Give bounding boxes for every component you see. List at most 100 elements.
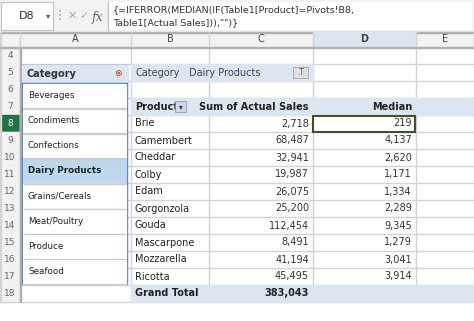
Text: Grand Total: Grand Total [135,289,199,299]
Bar [313,32,416,47]
Text: 12: 12 [4,187,16,196]
Bar [209,32,210,47]
Text: D8: D8 [19,11,35,21]
Bar [23,159,126,184]
Bar [22,83,127,84]
Text: Edam: Edam [135,187,163,196]
Bar [0,98,20,115]
Text: B: B [167,34,173,45]
Text: 18: 18 [4,289,16,298]
Bar [0,64,474,65]
Bar [416,32,417,47]
Text: 1,334: 1,334 [384,187,412,196]
Bar [0,81,474,82]
Text: 6: 6 [7,85,13,94]
Bar [0,285,20,302]
Text: 9: 9 [7,136,13,145]
Text: 10: 10 [4,153,16,162]
Text: 11: 11 [4,170,16,179]
Text: 19,987: 19,987 [275,169,309,179]
Bar [293,67,308,78]
Bar [0,268,20,285]
Bar [23,184,126,209]
Text: ▾: ▾ [46,12,50,21]
Bar [131,285,474,302]
Bar [0,64,20,81]
Bar [108,2,109,30]
Text: E: E [442,34,448,45]
Text: Colby: Colby [135,169,163,179]
Bar [0,98,474,99]
Bar [23,259,126,284]
Bar [313,116,416,132]
Text: 68,487: 68,487 [275,135,309,145]
Bar [0,47,474,48]
Text: Gouda: Gouda [135,221,167,230]
Bar [22,65,127,284]
Bar [0,200,20,217]
Bar [0,115,474,116]
Bar [23,234,126,259]
Text: 45,495: 45,495 [275,272,309,282]
Bar [22,65,127,83]
Text: Seafood: Seafood [28,267,64,276]
Bar [0,81,20,98]
Text: 41,194: 41,194 [275,255,309,265]
Bar [23,83,126,108]
Bar [0,32,474,33]
Bar [23,158,126,159]
Text: fx: fx [92,11,104,23]
Text: Gorgonzola: Gorgonzola [135,204,190,213]
Text: Sum of Actual Sales: Sum of Actual Sales [200,101,309,111]
Bar [23,108,126,133]
Bar [23,134,126,158]
Text: 9,345: 9,345 [384,221,412,230]
Text: 2,620: 2,620 [384,152,412,162]
Text: Ricotta: Ricotta [135,272,170,282]
Text: ✕: ✕ [67,11,77,21]
Text: D: D [361,34,368,45]
Text: Dairy Products: Dairy Products [28,166,101,176]
Text: 1,279: 1,279 [384,238,412,247]
Text: 3,914: 3,914 [384,272,412,282]
Text: 32,941: 32,941 [275,152,309,162]
Text: Camembert: Camembert [135,135,193,145]
Text: Cheddar: Cheddar [135,152,176,162]
Bar [175,101,186,112]
Text: 383,043: 383,043 [264,289,309,299]
Text: Brie: Brie [135,118,155,128]
Text: 14: 14 [4,221,16,230]
Text: 3,041: 3,041 [384,255,412,265]
Text: ⋮: ⋮ [54,10,66,22]
Text: C: C [258,34,264,45]
Text: 16: 16 [4,255,16,264]
Text: 17: 17 [4,272,16,281]
Bar [209,47,210,302]
Text: Median: Median [372,101,412,111]
Bar [131,64,313,81]
Text: Product: Product [135,101,178,111]
Bar [0,251,20,268]
Text: 13: 13 [4,204,16,213]
Text: Mascarpone: Mascarpone [135,238,194,247]
Text: 2,718: 2,718 [281,118,309,128]
Text: Category: Category [27,69,77,79]
Text: .T: .T [297,68,304,77]
Text: ▾: ▾ [179,102,182,111]
Text: 7: 7 [7,102,13,111]
Text: 25,200: 25,200 [275,204,309,213]
Bar [0,217,20,234]
Text: Meat/Poultry: Meat/Poultry [28,217,83,226]
Bar [23,133,126,134]
Text: 2,289: 2,289 [384,204,412,213]
Text: Condiments: Condiments [28,116,81,125]
Text: A: A [72,34,79,45]
Text: Produce: Produce [28,242,63,251]
Bar [0,234,20,251]
Bar [0,183,20,200]
Bar [0,115,20,132]
Text: {=IFERROR(MEDIAN(IF(Table1[Product]=Pivots!B8,: {=IFERROR(MEDIAN(IF(Table1[Product]=Pivo… [113,5,355,14]
Text: ⊗: ⊗ [114,70,122,79]
Text: ✓: ✓ [79,11,89,21]
Bar [131,98,474,115]
